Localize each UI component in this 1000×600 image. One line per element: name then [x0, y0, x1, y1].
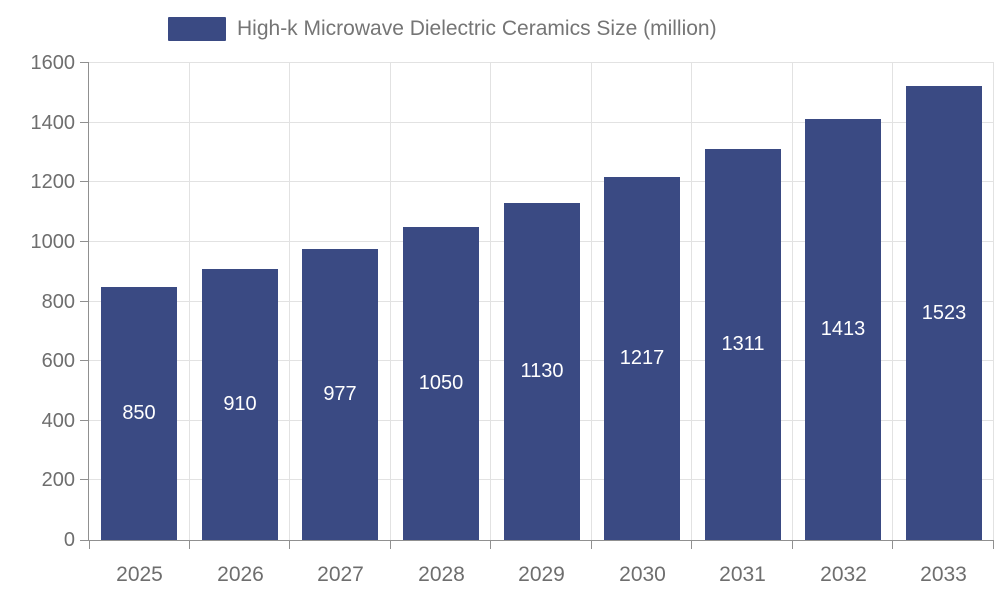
x-axis-tick [691, 540, 692, 549]
x-axis-tick [993, 540, 994, 549]
y-axis-tick [80, 181, 89, 182]
bar-value-label: 1311 [721, 333, 765, 355]
x-axis-tick [189, 540, 190, 549]
x-axis-tick [390, 540, 391, 549]
x-tick-label: 2029 [518, 563, 565, 586]
bar-value-label: 1217 [619, 347, 665, 369]
x-tick-label: 2025 [116, 563, 163, 586]
bar-2033[interactable]: 1523 [906, 86, 982, 540]
x-axis-tick [89, 540, 90, 549]
bar-value-label: 910 [223, 393, 257, 415]
y-axis-tick [80, 241, 89, 242]
y-axis-tick [80, 479, 89, 480]
x-tick-label: 2027 [317, 563, 364, 586]
x-gridline [289, 63, 290, 540]
x-gridline [892, 63, 893, 540]
y-gridline [89, 62, 994, 63]
x-tick-label: 2033 [920, 563, 967, 586]
bar-value-label: 850 [122, 402, 156, 424]
x-axis-tick [892, 540, 893, 549]
legend-label: High-k Microwave Dielectric Ceramics Siz… [237, 17, 717, 40]
x-tick-label: 2031 [719, 563, 766, 586]
y-gridline [89, 181, 994, 182]
x-gridline [390, 63, 391, 540]
bar-2028[interactable]: 1050 [403, 227, 479, 540]
y-axis-tick [80, 62, 89, 63]
bar-2026[interactable]: 910 [202, 269, 278, 540]
bar-value-label: 1413 [820, 318, 866, 340]
x-axis-tick [591, 540, 592, 549]
y-tick-label: 1400 [30, 112, 76, 134]
x-gridline [792, 63, 793, 540]
x-axis-tick [792, 540, 793, 549]
y-axis-tick [80, 122, 89, 123]
y-tick-label: 1000 [30, 231, 76, 253]
bar-value-label: 1130 [520, 360, 564, 382]
x-tick-label: 2030 [619, 563, 666, 586]
y-tick-label: 1600 [30, 52, 76, 74]
x-gridline [591, 63, 592, 540]
y-axis-tick [80, 360, 89, 361]
bar-2031[interactable]: 1311 [705, 149, 781, 540]
plot-area: 0 200 400 600 800 1000 1200 1400 1600 850 2025 910 2… [31, 52, 994, 586]
x-tick-label: 2026 [217, 563, 264, 586]
bar-2025[interactable]: 850 [101, 287, 177, 540]
y-tick-label: 0 [63, 529, 75, 551]
x-tick-label: 2032 [820, 563, 867, 586]
y-tick-label: 200 [41, 469, 75, 491]
x-gridline [691, 63, 692, 540]
bar-value-label: 1523 [921, 301, 967, 324]
y-gridline [89, 122, 994, 123]
y-tick-label: 600 [41, 350, 75, 372]
bar-2032[interactable]: 1413 [805, 119, 881, 540]
x-gridline [993, 63, 994, 540]
y-axis-tick [80, 540, 89, 541]
y-axis-tick [80, 301, 89, 302]
y-tick-label: 400 [41, 410, 75, 432]
bar-2029[interactable]: 1130 [504, 203, 580, 540]
legend-swatch [168, 17, 226, 41]
y-tick-label: 800 [41, 291, 75, 313]
y-axis-tick [80, 420, 89, 421]
x-tick-label: 2028 [418, 563, 465, 586]
x-gridline [189, 63, 190, 540]
bar-2027[interactable]: 977 [302, 249, 378, 540]
x-axis-tick [490, 540, 491, 549]
bar-value-label: 977 [323, 383, 357, 405]
legend[interactable]: High-k Microwave Dielectric Ceramics Siz… [168, 17, 717, 41]
bar-value-label: 1050 [418, 372, 464, 394]
y-tick-label: 1200 [30, 171, 76, 193]
x-gridline [490, 63, 491, 540]
x-axis-tick [289, 540, 290, 549]
bar-2030[interactable]: 1217 [604, 177, 680, 540]
